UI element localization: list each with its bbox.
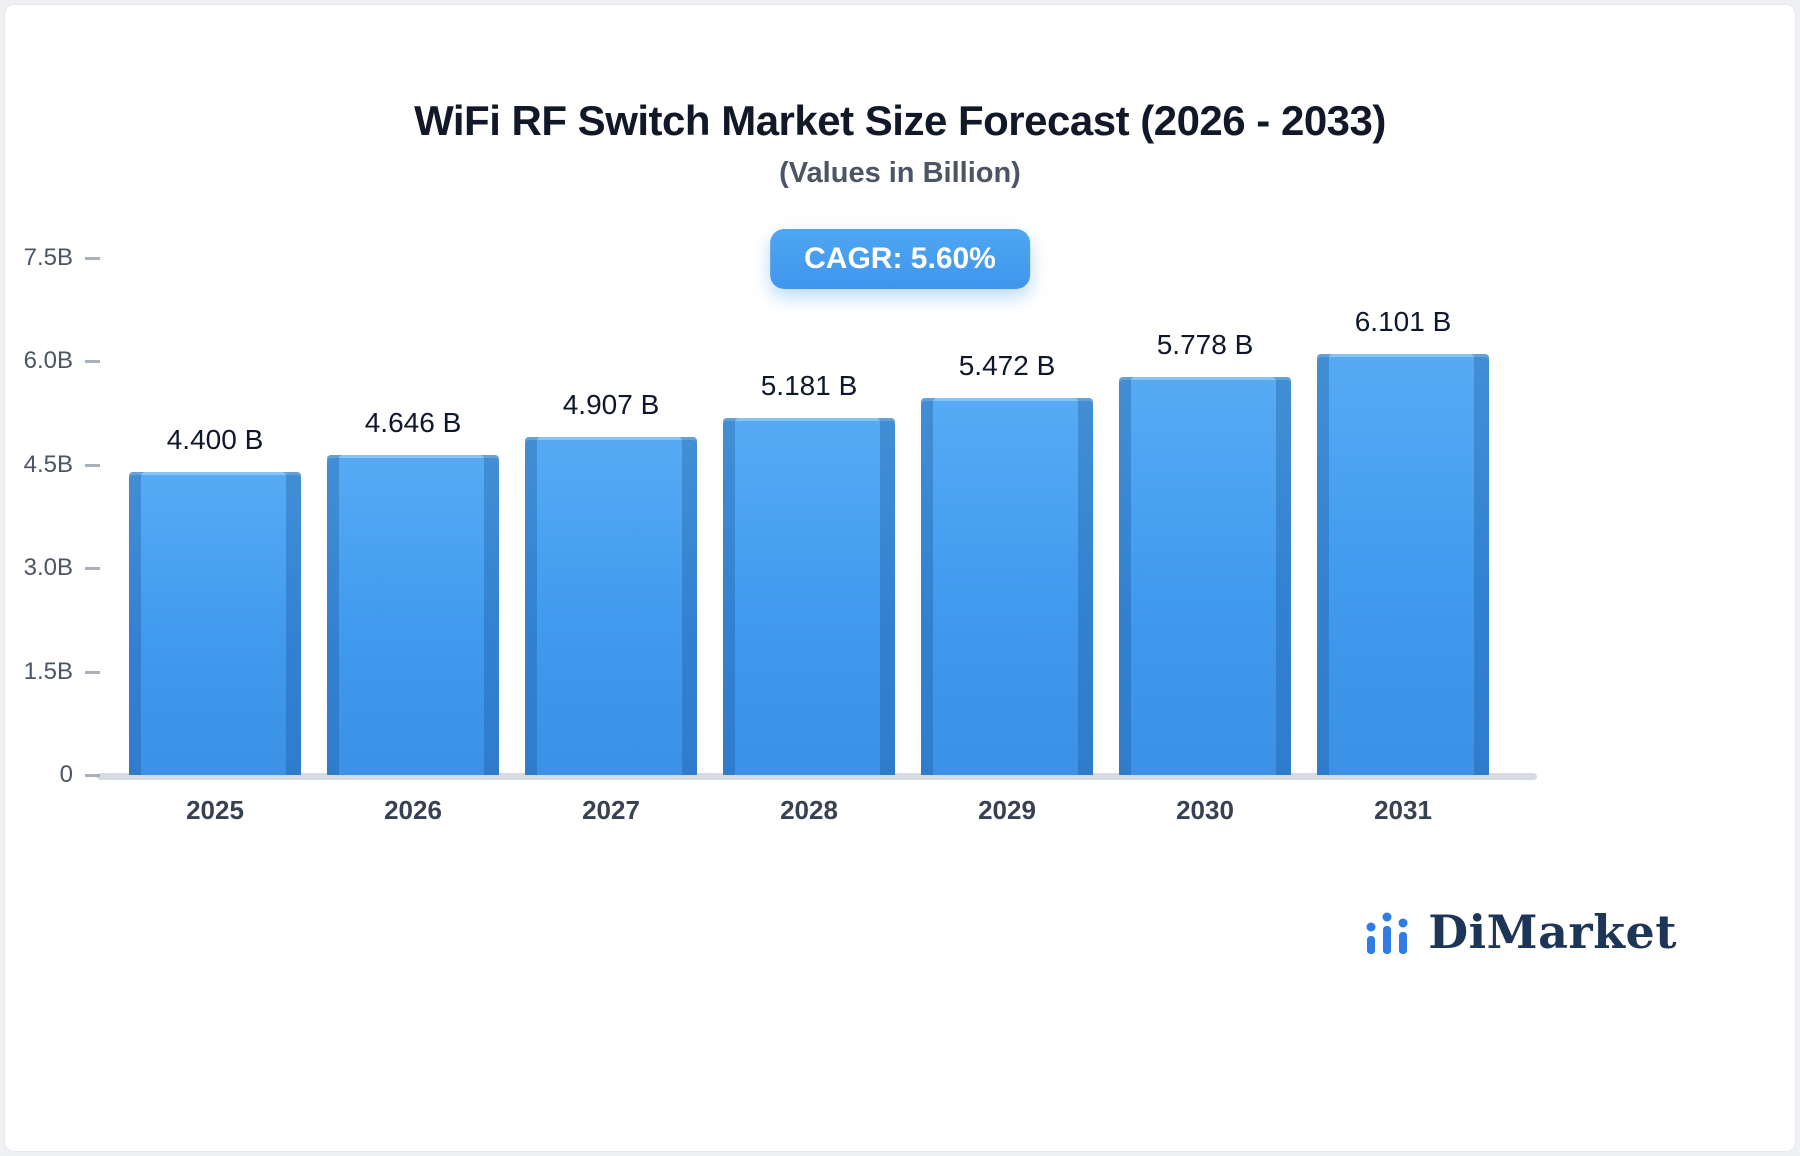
bar-value-label: 4.646 B bbox=[364, 407, 462, 438]
x-axis-label-2031: 2031 bbox=[1374, 795, 1432, 825]
x-axis-label-2029: 2029 bbox=[978, 795, 1036, 825]
bar-2031[interactable] bbox=[1317, 354, 1489, 775]
bar-2030[interactable] bbox=[1119, 377, 1291, 775]
bar-value-label: 5.472 B bbox=[958, 350, 1056, 381]
bar-2027[interactable] bbox=[525, 437, 697, 775]
cagr-badge: CAGR: 5.60% bbox=[770, 229, 1030, 289]
y-axis-tick bbox=[85, 670, 100, 674]
y-axis-tick bbox=[85, 463, 100, 467]
y-axis-label: 1.5B bbox=[23, 657, 73, 685]
bar-value-label: 5.181 B bbox=[760, 370, 858, 401]
brand-logo: DiMarket bbox=[1362, 905, 1677, 959]
page-subtitle: (Values in Billion) bbox=[779, 157, 1021, 189]
bar-2029[interactable] bbox=[921, 398, 1093, 775]
chart-card: WiFi RF Switch Market Size Forecast (202… bbox=[4, 4, 1796, 1152]
y-axis-label: 4.5B bbox=[23, 450, 73, 478]
x-axis-baseline bbox=[97, 773, 1537, 780]
y-axis-label: 0 bbox=[59, 761, 73, 788]
y-axis-tick bbox=[85, 360, 100, 364]
bar-2028[interactable] bbox=[723, 418, 895, 775]
bar-chart-logo-icon bbox=[1362, 906, 1414, 958]
bar-2026[interactable] bbox=[327, 455, 499, 775]
bar-value-label: 4.400 B bbox=[166, 424, 264, 455]
y-axis-label: 3.0B bbox=[23, 554, 73, 582]
x-axis-label-2026: 2026 bbox=[384, 795, 442, 825]
x-axis-label-2028: 2028 bbox=[780, 795, 838, 825]
bar-value-label: 4.907 B bbox=[562, 389, 660, 420]
brand-name: DiMarket bbox=[1428, 905, 1677, 959]
y-axis-tick bbox=[85, 567, 100, 571]
x-axis-label-2025: 2025 bbox=[186, 795, 244, 825]
bar-2025[interactable] bbox=[129, 472, 301, 775]
x-axis-label-2030: 2030 bbox=[1176, 795, 1234, 825]
y-axis-tick bbox=[85, 774, 100, 777]
y-axis-label: 7.5B bbox=[23, 244, 73, 271]
bar-value-label: 6.101 B bbox=[1354, 306, 1452, 337]
page-title: WiFi RF Switch Market Size Forecast (202… bbox=[414, 97, 1386, 144]
bar-chart-plot-area: 4.400 B 2025 4.646 B 2026 4.907 B 2027 5.181 B… bbox=[24, 244, 1537, 825]
y-axis-tick bbox=[85, 257, 100, 260]
x-axis-label-2027: 2027 bbox=[582, 795, 640, 825]
y-axis-label: 6.0B bbox=[23, 347, 73, 375]
bar-value-label: 5.778 B bbox=[1156, 329, 1254, 360]
